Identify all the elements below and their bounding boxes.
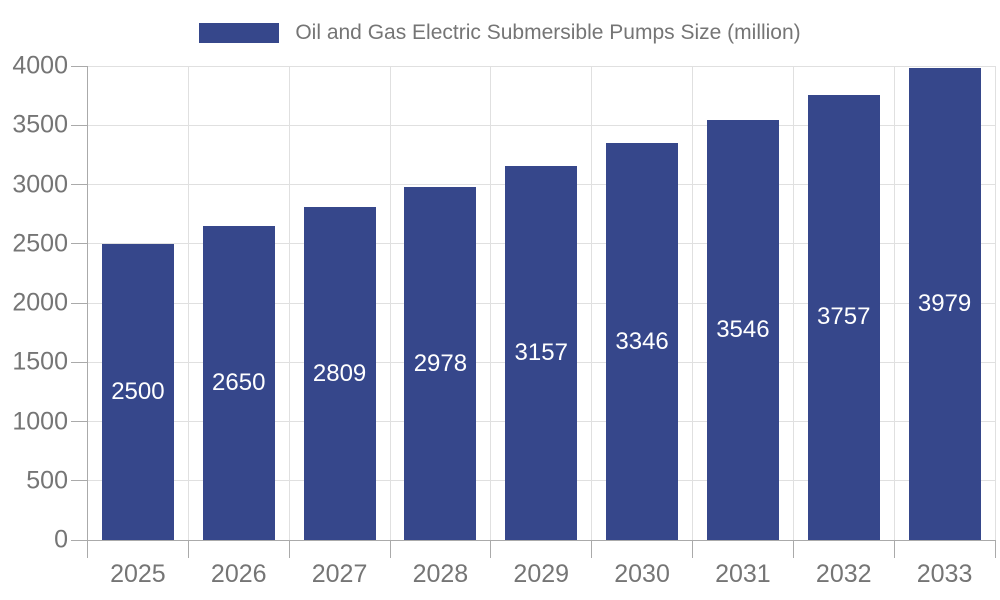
bar[interactable] [202, 225, 275, 540]
y-axis-label: 4000 [12, 51, 68, 80]
y-axis-label: 500 [26, 466, 68, 495]
bar-value-label: 3979 [917, 290, 972, 318]
x-axis-tick [288, 540, 290, 558]
y-axis-tick [71, 361, 88, 363]
y-axis-label: 0 [54, 525, 68, 554]
y-axis-tick [71, 480, 88, 482]
bar[interactable] [404, 187, 477, 540]
bar-value-label: 3546 [716, 315, 770, 343]
gridline-vertical [187, 66, 189, 540]
gridline-vertical [389, 66, 391, 540]
bar[interactable] [706, 119, 779, 540]
bar[interactable] [505, 165, 578, 540]
gridline-vertical [490, 66, 492, 540]
y-axis-tick [71, 65, 88, 67]
x-axis-label: 2032 [815, 560, 872, 588]
gridline-vertical [893, 66, 895, 540]
bar[interactable] [101, 243, 174, 540]
gridline-horizontal [87, 65, 995, 67]
x-axis-tick [490, 540, 492, 558]
y-axis-label: 3500 [12, 110, 68, 139]
y-axis-tick [71, 302, 88, 304]
gridline-vertical [994, 66, 996, 540]
x-axis-tick [692, 540, 693, 558]
x-axis-tick [187, 540, 189, 558]
bar-value-label: 3157 [514, 338, 568, 366]
x-axis-label: 2030 [614, 560, 670, 588]
x-axis-label: 2025 [110, 560, 166, 588]
bar-value-label: 3346 [615, 327, 669, 355]
y-axis-label: 3000 [12, 170, 68, 198]
y-axis-label: 2000 [12, 288, 68, 317]
gridline-horizontal [87, 124, 995, 126]
y-axis-label: 2500 [12, 229, 68, 258]
x-axis-tick [87, 540, 88, 558]
y-axis-label: 1000 [12, 407, 68, 435]
x-axis-line [87, 539, 996, 541]
bar-value-label: 2650 [212, 368, 266, 396]
bar[interactable] [606, 143, 679, 540]
y-axis-tick [71, 421, 88, 422]
x-axis-label: 2029 [513, 560, 570, 588]
y-axis-tick [71, 539, 88, 541]
bar[interactable] [908, 68, 981, 540]
gridline-vertical [792, 66, 794, 540]
x-axis-label: 2028 [412, 560, 469, 588]
bar-value-label: 2978 [413, 349, 468, 377]
x-axis-label: 2033 [916, 560, 973, 588]
y-axis-tick [71, 243, 88, 245]
x-axis-label: 2027 [311, 560, 368, 588]
bar-value-label: 3757 [817, 303, 871, 331]
legend-label: Oil and Gas Electric Submersible Pumps S… [295, 21, 801, 44]
gridline-vertical [591, 66, 593, 540]
bar[interactable] [807, 94, 880, 540]
bar-value-label: 2809 [312, 359, 367, 387]
legend[interactable]: Oil and Gas Electric Submersible Pumps S… [0, 13, 1000, 53]
bar-value-label: 2500 [111, 377, 165, 405]
x-axis-tick [994, 540, 996, 558]
x-axis-label: 2026 [210, 560, 267, 588]
legend-swatch [199, 23, 280, 43]
x-axis-tick [893, 540, 895, 558]
gridline-vertical [692, 66, 693, 540]
y-axis-tick [71, 124, 88, 126]
gridline-vertical [288, 66, 290, 540]
y-axis-label: 1500 [12, 347, 68, 376]
x-axis-label: 2031 [715, 560, 771, 588]
x-axis-tick [591, 540, 593, 558]
y-axis-tick [71, 184, 88, 185]
x-axis-tick [389, 540, 391, 558]
y-axis-line [87, 66, 88, 540]
bar[interactable] [303, 207, 376, 540]
x-axis-tick [792, 540, 794, 558]
